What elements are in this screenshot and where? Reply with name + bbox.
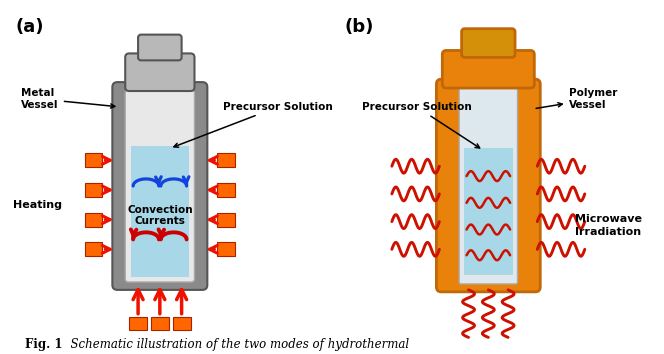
Bar — [151, 316, 169, 330]
Bar — [217, 153, 235, 167]
Bar — [131, 95, 189, 147]
FancyBboxPatch shape — [138, 35, 182, 60]
Bar — [129, 316, 147, 330]
Text: Heating: Heating — [13, 200, 62, 210]
Bar — [84, 213, 102, 227]
Bar — [463, 92, 513, 148]
Bar — [84, 183, 102, 197]
FancyBboxPatch shape — [125, 53, 195, 91]
Bar — [131, 147, 189, 277]
Text: Precursor Solution: Precursor Solution — [174, 102, 333, 147]
FancyBboxPatch shape — [461, 29, 515, 57]
Text: (a): (a) — [15, 18, 44, 36]
Text: Fig. 1: Fig. 1 — [25, 338, 63, 352]
Bar — [463, 148, 513, 275]
FancyBboxPatch shape — [112, 82, 207, 290]
Text: Convection
Currents: Convection Currents — [127, 205, 193, 227]
FancyBboxPatch shape — [442, 51, 535, 88]
Text: Precursor Solution: Precursor Solution — [362, 102, 479, 148]
Bar — [84, 242, 102, 256]
Text: Polymer
Vessel: Polymer Vessel — [536, 88, 618, 110]
Bar — [217, 183, 235, 197]
Bar — [217, 242, 235, 256]
FancyBboxPatch shape — [125, 90, 195, 282]
Text: Schematic illustration of the two modes of hydrothermal: Schematic illustration of the two modes … — [63, 338, 409, 352]
Text: (b): (b) — [345, 18, 374, 36]
FancyBboxPatch shape — [459, 87, 517, 284]
Bar — [217, 213, 235, 227]
Text: Microwave
Irradiation: Microwave Irradiation — [576, 215, 642, 237]
Bar — [173, 316, 191, 330]
Bar — [84, 153, 102, 167]
Text: Metal
Vessel: Metal Vessel — [21, 88, 115, 110]
FancyBboxPatch shape — [436, 79, 540, 292]
